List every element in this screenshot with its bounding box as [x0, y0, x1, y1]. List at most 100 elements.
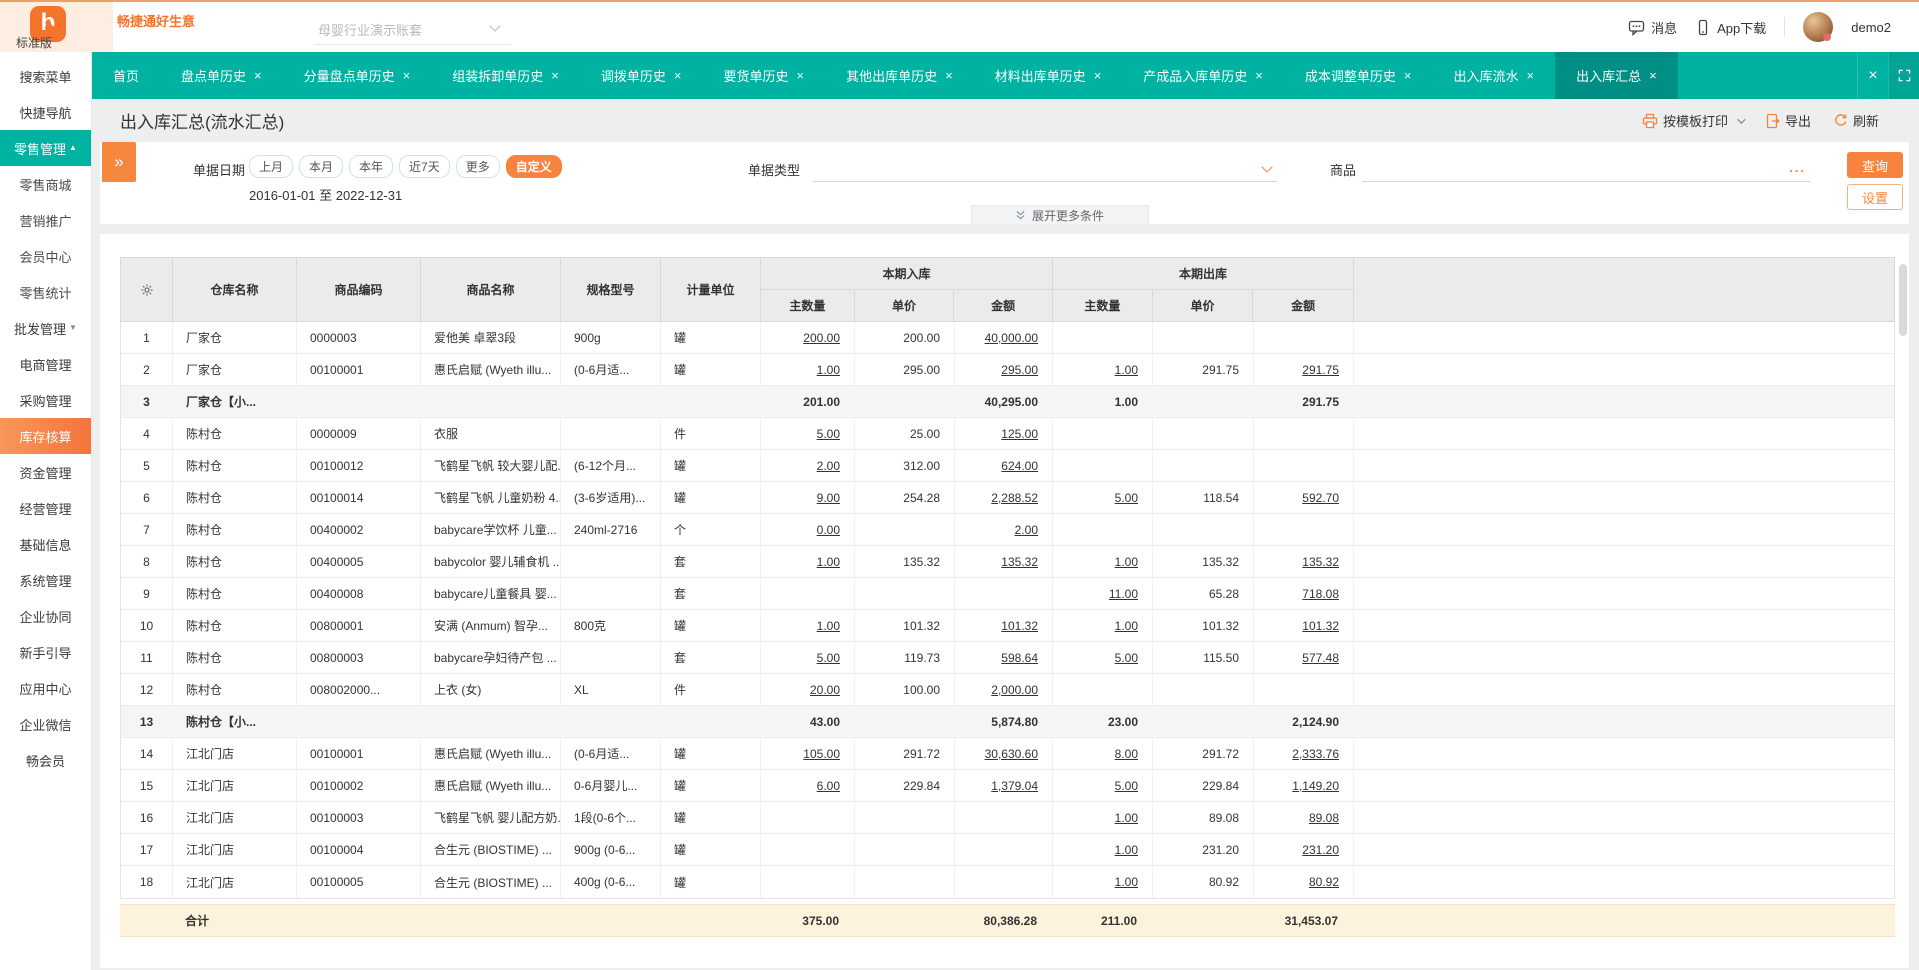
tab-材料出库单历史[interactable]: 材料出库单历史 × [974, 52, 1123, 99]
tab-close-icon[interactable]: × [1403, 68, 1412, 83]
date-pill-近7天[interactable]: 近7天 [399, 155, 450, 178]
tab-close-icon[interactable]: × [551, 68, 559, 83]
drilldown-link[interactable]: 101.32 [1302, 618, 1339, 633]
product-input[interactable]: ... [1362, 154, 1810, 182]
tab-组装拆卸单历史[interactable]: 组装拆卸单历史 × [431, 52, 580, 99]
drilldown-link[interactable]: 598.64 [1001, 650, 1038, 665]
sidebar-item-营销推广[interactable]: 营销推广 [0, 202, 91, 238]
sidebar-item-基础信息[interactable]: 基础信息 [0, 526, 91, 562]
drilldown-link[interactable]: 1.00 [1114, 842, 1138, 857]
table-row[interactable]: 1 厂家仓 0000003 爱他美 卓翠3段 900g 罐 200.00 200.00 40,0… [121, 322, 1894, 354]
username[interactable]: demo2 [1851, 19, 1891, 35]
tab-成本调整单历史[interactable]: 成本调整单历史 × [1284, 52, 1433, 99]
drilldown-link[interactable]: 577.48 [1302, 650, 1339, 665]
sidebar-item-零售统计[interactable]: 零售统计 [0, 274, 91, 310]
drilldown-link[interactable]: 718.08 [1302, 586, 1339, 601]
sidebar-item-电商管理[interactable]: 电商管理 [0, 346, 91, 382]
sidebar-item-零售管理[interactable]: 零售管理 ▲ [0, 130, 91, 166]
messages-button[interactable]: 消息 [1628, 18, 1677, 37]
drilldown-link[interactable]: 624.00 [1001, 458, 1038, 473]
table-row[interactable]: 5 陈村仓 00100012 飞鹤星飞帆 较大婴儿配... (6-12个月... 罐 2.0… [121, 450, 1894, 482]
drilldown-link[interactable]: 1.00 [816, 618, 840, 633]
sidebar-item-快捷导航[interactable]: 快捷导航 [0, 94, 91, 130]
drilldown-link[interactable]: 8.00 [1114, 746, 1138, 761]
drilldown-link[interactable]: 135.32 [1001, 554, 1038, 569]
date-pill-本年[interactable]: 本年 [349, 155, 394, 178]
date-pill-更多[interactable]: 更多 [455, 155, 500, 178]
tab-出入库汇总[interactable]: 出入库汇总 × [1555, 52, 1678, 99]
table-row[interactable]: 6 陈村仓 00100014 飞鹤星飞帆 儿童奶粉 4... (3-6岁适用)... 罐 9… [121, 482, 1894, 514]
tab-出入库流水[interactable]: 出入库流水 × [1433, 52, 1556, 99]
drilldown-link[interactable]: 231.20 [1302, 842, 1339, 857]
sidebar-item-新手引导[interactable]: 新手引导 [0, 634, 91, 670]
drilldown-link[interactable]: 1.00 [1114, 810, 1138, 825]
drilldown-link[interactable]: 101.32 [1001, 618, 1038, 633]
sidebar-item-会员中心[interactable]: 会员中心 [0, 238, 91, 274]
tab-close-icon[interactable]: × [796, 68, 805, 83]
sidebar-item-畅会员[interactable]: 畅会员 [0, 742, 91, 778]
query-button[interactable]: 查询 [1847, 152, 1903, 178]
drilldown-link[interactable]: 2,000.00 [991, 682, 1038, 697]
sidebar-item-系统管理[interactable]: 系统管理 [0, 562, 91, 598]
subtotal-row[interactable]: 3 厂家仓【小... 201.00 40,295.00 1.00 291.75 [121, 386, 1894, 418]
drilldown-link[interactable]: 105.00 [803, 746, 840, 761]
sidebar-item-搜索菜单[interactable]: 搜索菜单 [0, 58, 91, 94]
drilldown-link[interactable]: 5.00 [1114, 650, 1138, 665]
tab-调拨单历史[interactable]: 调拨单历史 × [580, 52, 703, 99]
column-settings-button[interactable] [121, 258, 173, 321]
table-row[interactable]: 9 陈村仓 00400008 babycare儿童餐具 婴... 套 11.00 65.28… [121, 578, 1894, 610]
drilldown-link[interactable]: 40,000.00 [984, 330, 1038, 345]
sidebar-item-库存核算[interactable]: 库存核算 [0, 418, 91, 454]
sidebar-item-企业协同[interactable]: 企业协同 [0, 598, 91, 634]
tab-要货单历史[interactable]: 要货单历史 × [702, 52, 825, 99]
drilldown-link[interactable]: 5.00 [816, 650, 840, 665]
date-pill-上月[interactable]: 上月 [249, 155, 294, 178]
product-lookup-button[interactable]: ... [1789, 160, 1806, 175]
table-row[interactable]: 7 陈村仓 00400002 babycare学饮杯 儿童... 240ml-2716 个… [121, 514, 1894, 546]
date-pill-本月[interactable]: 本月 [299, 155, 344, 178]
date-range-value[interactable]: 2016-01-01 至 2022-12-31 [249, 188, 403, 203]
fullscreen-button[interactable] [1888, 52, 1919, 99]
close-all-tabs-button[interactable]: × [1857, 52, 1888, 99]
tab-close-icon[interactable]: × [254, 68, 262, 83]
table-row[interactable]: 18 江北门店 00100005 合生元 (BIOSTIME) ... 400g (0-… [121, 866, 1894, 898]
drilldown-link[interactable]: 125.00 [1001, 426, 1038, 441]
drilldown-link[interactable]: 5.00 [1114, 490, 1138, 505]
drilldown-link[interactable]: 5.00 [816, 426, 840, 441]
drilldown-link[interactable]: 1.00 [1114, 875, 1138, 889]
table-row[interactable]: 15 江北门店 00100002 惠氏启赋 (Wyeth illu... 0-6月婴儿.… [121, 770, 1894, 802]
doc-type-select[interactable] [813, 154, 1277, 182]
drilldown-link[interactable]: 2.00 [816, 458, 840, 473]
print-by-template-button[interactable]: 按模板打印 [1642, 111, 1746, 130]
tab-close-icon[interactable]: × [1255, 68, 1263, 83]
account-select[interactable]: 母婴行业演示账套 [315, 16, 511, 45]
drilldown-link[interactable]: 1,379.04 [991, 778, 1038, 793]
drilldown-link[interactable]: 291.75 [1302, 362, 1339, 377]
drilldown-link[interactable]: 2.00 [1014, 522, 1038, 537]
date-pill-custom[interactable]: 自定义 [505, 155, 562, 178]
drilldown-link[interactable]: 1.00 [1114, 362, 1138, 377]
tab-close-icon[interactable]: × [1526, 68, 1535, 83]
drilldown-link[interactable]: 6.00 [816, 778, 840, 793]
drilldown-link[interactable]: 592.70 [1302, 490, 1339, 505]
drilldown-link[interactable]: 200.00 [803, 330, 840, 345]
drilldown-link[interactable]: 80.92 [1308, 875, 1339, 889]
app-download-button[interactable]: App下载 [1695, 18, 1766, 37]
drilldown-link[interactable]: 11.00 [1108, 586, 1138, 601]
sidebar-item-零售商城[interactable]: 零售商城 [0, 166, 91, 202]
table-row[interactable]: 17 江北门店 00100004 合生元 (BIOSTIME) ... 900g (0-… [121, 834, 1894, 866]
sidebar-item-应用中心[interactable]: 应用中心 [0, 670, 91, 706]
table-row[interactable]: 8 陈村仓 00400005 babycolor 婴儿辅食机 ... 套 1.00 135.… [121, 546, 1894, 578]
tab-分量盘点单历史[interactable]: 分量盘点单历史 × [283, 52, 432, 99]
table-row[interactable]: 10 陈村仓 00800001 安满 (Anmum) 智孕... 800克罐 1.00 10… [121, 610, 1894, 642]
sidebar-item-资金管理[interactable]: 资金管理 [0, 454, 91, 490]
drilldown-link[interactable]: 135.32 [1302, 554, 1339, 569]
tab-close-icon[interactable]: × [1649, 68, 1657, 83]
tab-首页[interactable]: 首页 [92, 52, 160, 99]
drilldown-link[interactable]: 20.00 [809, 682, 840, 697]
table-row[interactable]: 12 陈村仓 008002000... 上衣 (女) XL 件 20.00 100.00 2,0… [121, 674, 1894, 706]
drilldown-link[interactable]: 5.00 [1114, 778, 1138, 793]
drilldown-link[interactable]: 2,288.52 [991, 490, 1038, 505]
drilldown-link[interactable]: 1.00 [816, 554, 840, 569]
export-button[interactable]: 导出 [1765, 111, 1811, 130]
